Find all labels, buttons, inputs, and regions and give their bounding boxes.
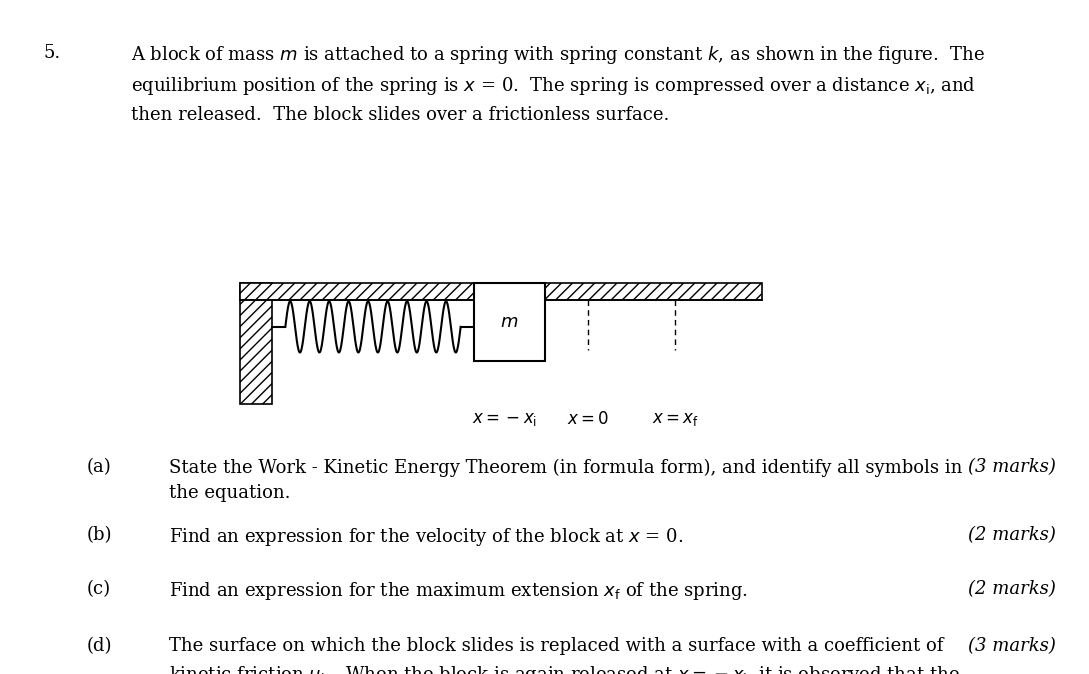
Bar [240, 283, 762, 300]
Text: A block of mass $m$ is attached to a spring with spring constant $k$, as shown i: A block of mass $m$ is attached to a spr… [131, 44, 984, 124]
Text: The surface on which the block slides is replaced with a surface with a coeffici: The surface on which the block slides is… [169, 637, 959, 674]
Bar [474, 283, 544, 361]
Text: 5.: 5. [44, 44, 61, 62]
Text: (2 marks): (2 marks) [968, 526, 1056, 544]
Text: $x = -x_\mathrm{i}$: $x = -x_\mathrm{i}$ [472, 411, 537, 428]
Text: (3 marks): (3 marks) [968, 458, 1056, 477]
Text: (3 marks): (3 marks) [968, 637, 1056, 655]
Text: Find an expression for the velocity of the block at $x$ = 0.: Find an expression for the velocity of t… [169, 526, 683, 548]
Bar [240, 283, 272, 404]
Text: $x = x_\mathrm{f}$: $x = x_\mathrm{f}$ [651, 411, 699, 428]
Text: (c): (c) [87, 580, 111, 598]
Text: $m$: $m$ [500, 313, 518, 331]
Text: (2 marks): (2 marks) [968, 580, 1056, 598]
Text: Find an expression for the maximum extension $x_\mathrm{f}$ of the spring.: Find an expression for the maximum exten… [169, 580, 747, 602]
Text: $x = 0$: $x = 0$ [567, 411, 609, 428]
Text: State the Work - Kinetic Energy Theorem (in formula form), and identify all symb: State the Work - Kinetic Energy Theorem … [169, 458, 963, 502]
Text: (b): (b) [87, 526, 112, 544]
Text: (a): (a) [87, 458, 112, 477]
Text: (d): (d) [87, 637, 112, 655]
